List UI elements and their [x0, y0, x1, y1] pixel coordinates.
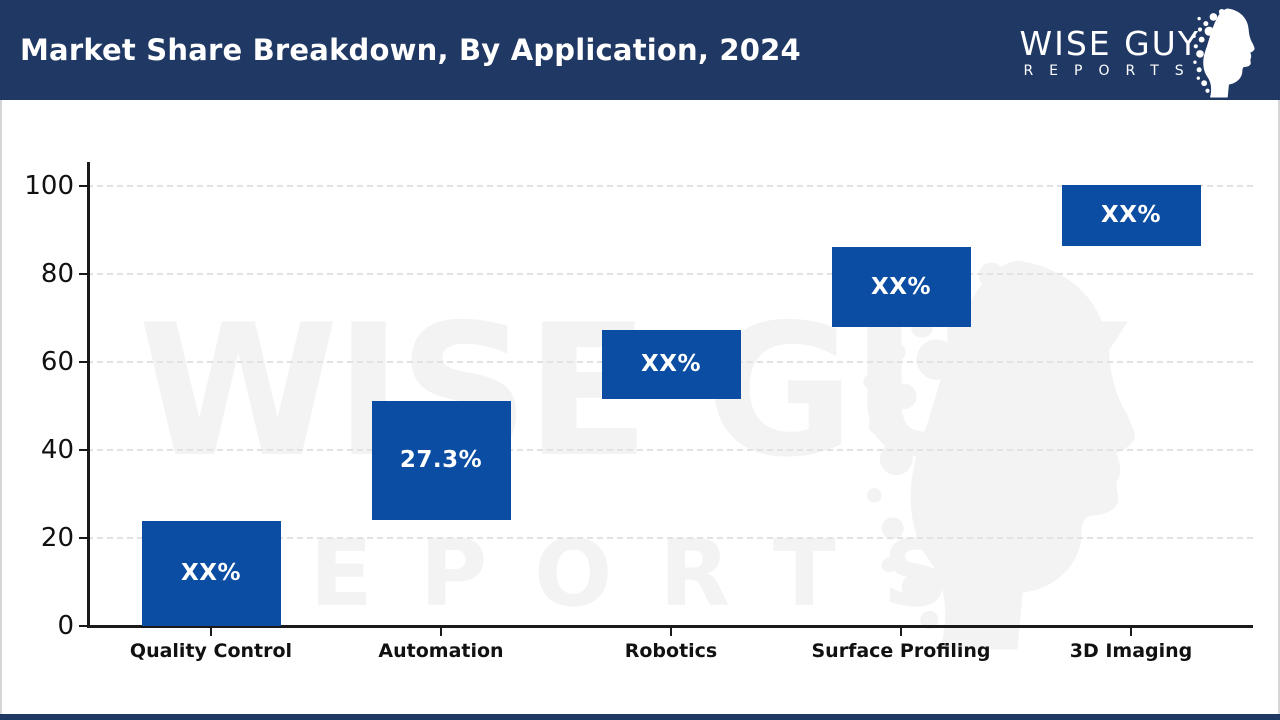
y-tick-80: [79, 273, 87, 275]
logo-text: WISE GUY REPORTS: [1019, 27, 1200, 79]
bar-value-label: XX%: [640, 351, 701, 378]
right-edge-border: [1278, 100, 1280, 714]
y-tick-60: [79, 361, 87, 363]
y-tick-label-0: 0: [57, 611, 74, 641]
y-gridline-100: [87, 185, 1253, 187]
x-axis-baseline: [87, 625, 1253, 628]
bar-robotics: XX%: [601, 329, 741, 399]
bar-quality-control: XX%: [141, 520, 281, 626]
y-gridline-40: [87, 449, 1253, 451]
x-tick-2: [670, 627, 672, 636]
x-tick-4: [1130, 627, 1132, 636]
y-tick-0: [79, 625, 87, 627]
bar-3d-imaging: XX%: [1061, 185, 1201, 246]
footer-bar: [0, 714, 1280, 720]
header-bar: Market Share Breakdown, By Application, …: [0, 0, 1280, 100]
x-axis-label-quality-control: Quality Control: [129, 640, 293, 662]
y-gridline-20: [87, 537, 1253, 539]
y-tick-label-20: 20: [40, 523, 74, 553]
logo-subtitle: REPORTS: [1023, 62, 1200, 79]
y-gridline-80: [87, 273, 1253, 275]
x-tick-3: [900, 627, 902, 636]
bar-surface-profiling: XX%: [831, 247, 971, 327]
bar-automation: 27.3%: [371, 400, 511, 520]
watermark-subtitle: REPORTS: [192, 520, 997, 627]
y-tick-label-40: 40: [40, 435, 74, 465]
bar-value-label: XX%: [1100, 202, 1161, 229]
y-axis-spine: [87, 162, 90, 628]
page-title: Market Share Breakdown, By Application, …: [20, 33, 801, 67]
x-axis-label-surface-profiling: Surface Profiling: [811, 640, 991, 662]
x-axis-label-3d-imaging: 3D Imaging: [1069, 640, 1193, 662]
y-tick-label-100: 100: [24, 171, 74, 201]
bar-value-label: XX%: [180, 560, 241, 587]
y-tick-40: [79, 449, 87, 451]
bar-value-label: XX%: [870, 273, 931, 300]
x-tick-1: [440, 627, 442, 636]
y-tick-label-80: 80: [40, 259, 74, 289]
x-tick-0: [210, 627, 212, 636]
x-axis-label-robotics: Robotics: [624, 640, 718, 662]
logo-wordmark: WISE GUY: [1019, 24, 1200, 64]
x-axis-label-automation: Automation: [378, 640, 504, 662]
bar-value-label: 27.3%: [399, 447, 483, 474]
y-tick-label-60: 60: [40, 347, 74, 377]
y-tick-100: [79, 185, 87, 187]
y-tick-20: [79, 537, 87, 539]
wise-guy-reports-logo: WISE GUY REPORTS: [1019, 6, 1266, 100]
left-edge-border: [0, 100, 2, 714]
